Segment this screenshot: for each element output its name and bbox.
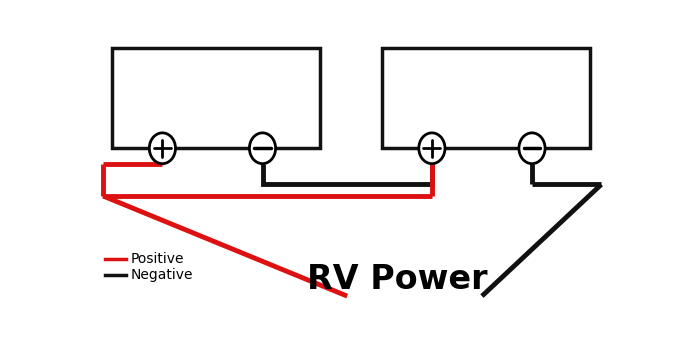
Ellipse shape	[419, 133, 445, 164]
Text: 12V Battery: 12V Battery	[154, 76, 279, 96]
Text: Negative: Negative	[131, 267, 193, 281]
Ellipse shape	[149, 133, 176, 164]
Text: RV Power: RV Power	[307, 262, 487, 296]
Text: 12V Battery: 12V Battery	[424, 76, 548, 96]
Bar	[112, 48, 321, 148]
Ellipse shape	[519, 133, 545, 164]
Ellipse shape	[249, 133, 276, 164]
Text: Positive: Positive	[131, 252, 184, 266]
Bar	[382, 48, 589, 148]
